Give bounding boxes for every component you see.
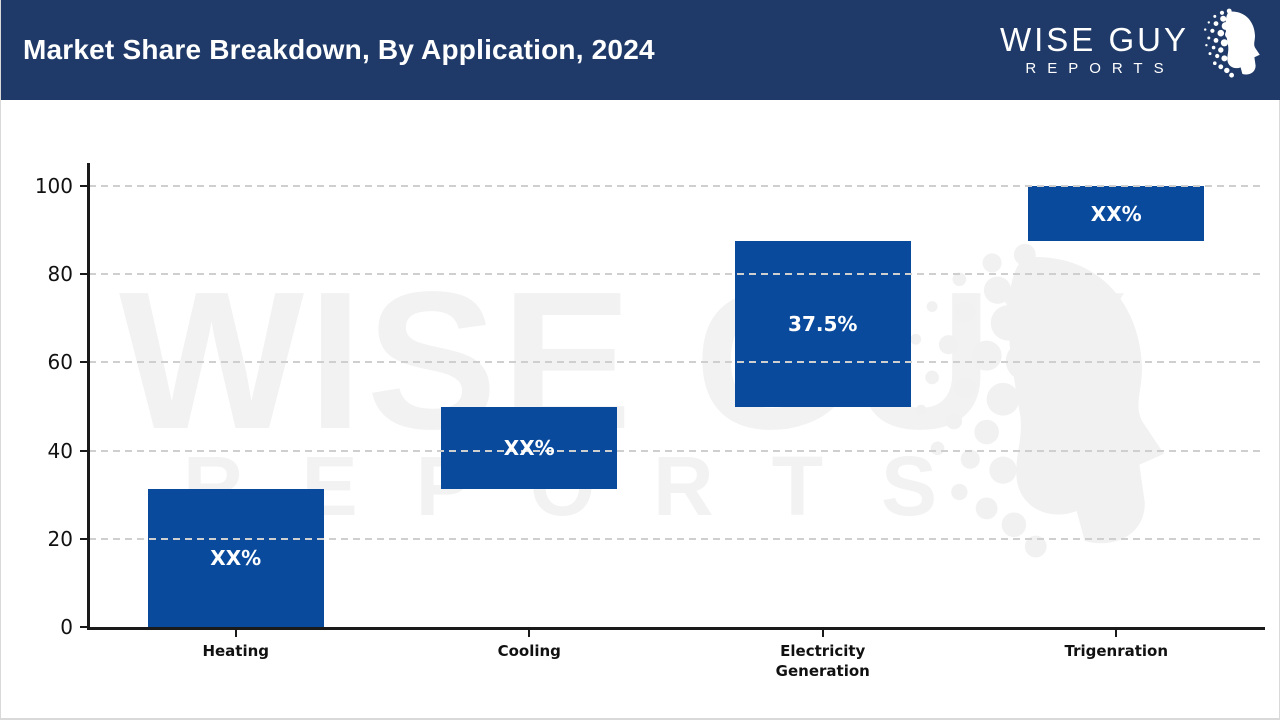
x-axis-line — [87, 627, 1265, 630]
x-tick-mark — [1115, 630, 1118, 637]
x-tick-label-electricity-generation: Electricity Generation — [775, 642, 870, 680]
brand-logo: WISE GUY REPORTS — [1000, 8, 1280, 92]
bar-value-label: XX% — [503, 435, 555, 460]
bar-cooling: XX% — [441, 406, 618, 490]
wise-guy-head-icon — [1204, 8, 1260, 78]
y-tick-mark — [80, 449, 87, 452]
x-tick-label-trigenration: Trigenration — [1064, 642, 1169, 660]
logo-subtitle: REPORTS — [1025, 59, 1175, 77]
page-title: Market Share Breakdown, By Application, … — [23, 34, 655, 65]
gridline-60 — [89, 361, 1263, 364]
gridline-40 — [89, 449, 1263, 452]
y-tick-label-20: 20 — [47, 526, 73, 551]
y-tick-label-60: 60 — [47, 350, 73, 375]
header: Market Share Breakdown, By Application, … — [1, 0, 1280, 100]
x-tick-mark — [528, 630, 531, 637]
y-tick-label-40: 40 — [47, 438, 73, 463]
y-tick-mark — [80, 626, 87, 628]
logo-wordmark: WISE GUY — [999, 21, 1189, 59]
chart-area: WISE GUY REPORTS XX%XX%37.5%XX% 02040608… — [1, 100, 1280, 720]
gridline-100 — [89, 185, 1263, 187]
brand-logo-text: WISE GUY REPORTS — [1000, 23, 1189, 77]
y-tick-label-100: 100 — [34, 174, 73, 198]
y-axis-line — [87, 163, 90, 629]
x-tick-label-heating: Heating — [202, 642, 270, 660]
x-tick-mark — [234, 630, 237, 637]
y-tick-mark — [80, 273, 87, 276]
gridline-20 — [89, 537, 1263, 540]
x-axis-labels: Heating Cooling Electricity Generation Trig… — [89, 641, 1263, 701]
bar-value-label: 37.5% — [788, 311, 858, 336]
bar-trigenration: XX% — [1028, 186, 1205, 242]
y-tick-label-0: 0 — [60, 615, 73, 639]
x-tick-mark — [821, 630, 824, 637]
gridline-80 — [89, 273, 1263, 276]
y-tick-mark — [80, 537, 87, 540]
bar-heating: XX% — [147, 489, 324, 627]
plot-region: XX% XX% 37.5% XX% — [89, 163, 1263, 627]
y-tick-mark — [80, 185, 87, 187]
x-tick-label-cooling: Cooling — [497, 642, 561, 660]
y-tick-label-80: 80 — [47, 262, 73, 287]
bar-electricity-generation: 37.5% — [734, 241, 911, 407]
watermark-wordmark: WISE GUY — [119, 251, 1132, 470]
bar-value-label: XX% — [1090, 201, 1142, 226]
watermark-head-icon — [910, 243, 1164, 558]
y-axis-labels: 0 20 40 60 80 100 — [1, 163, 73, 639]
y-tick-mark — [80, 361, 87, 364]
bar-value-label: XX% — [210, 546, 262, 571]
